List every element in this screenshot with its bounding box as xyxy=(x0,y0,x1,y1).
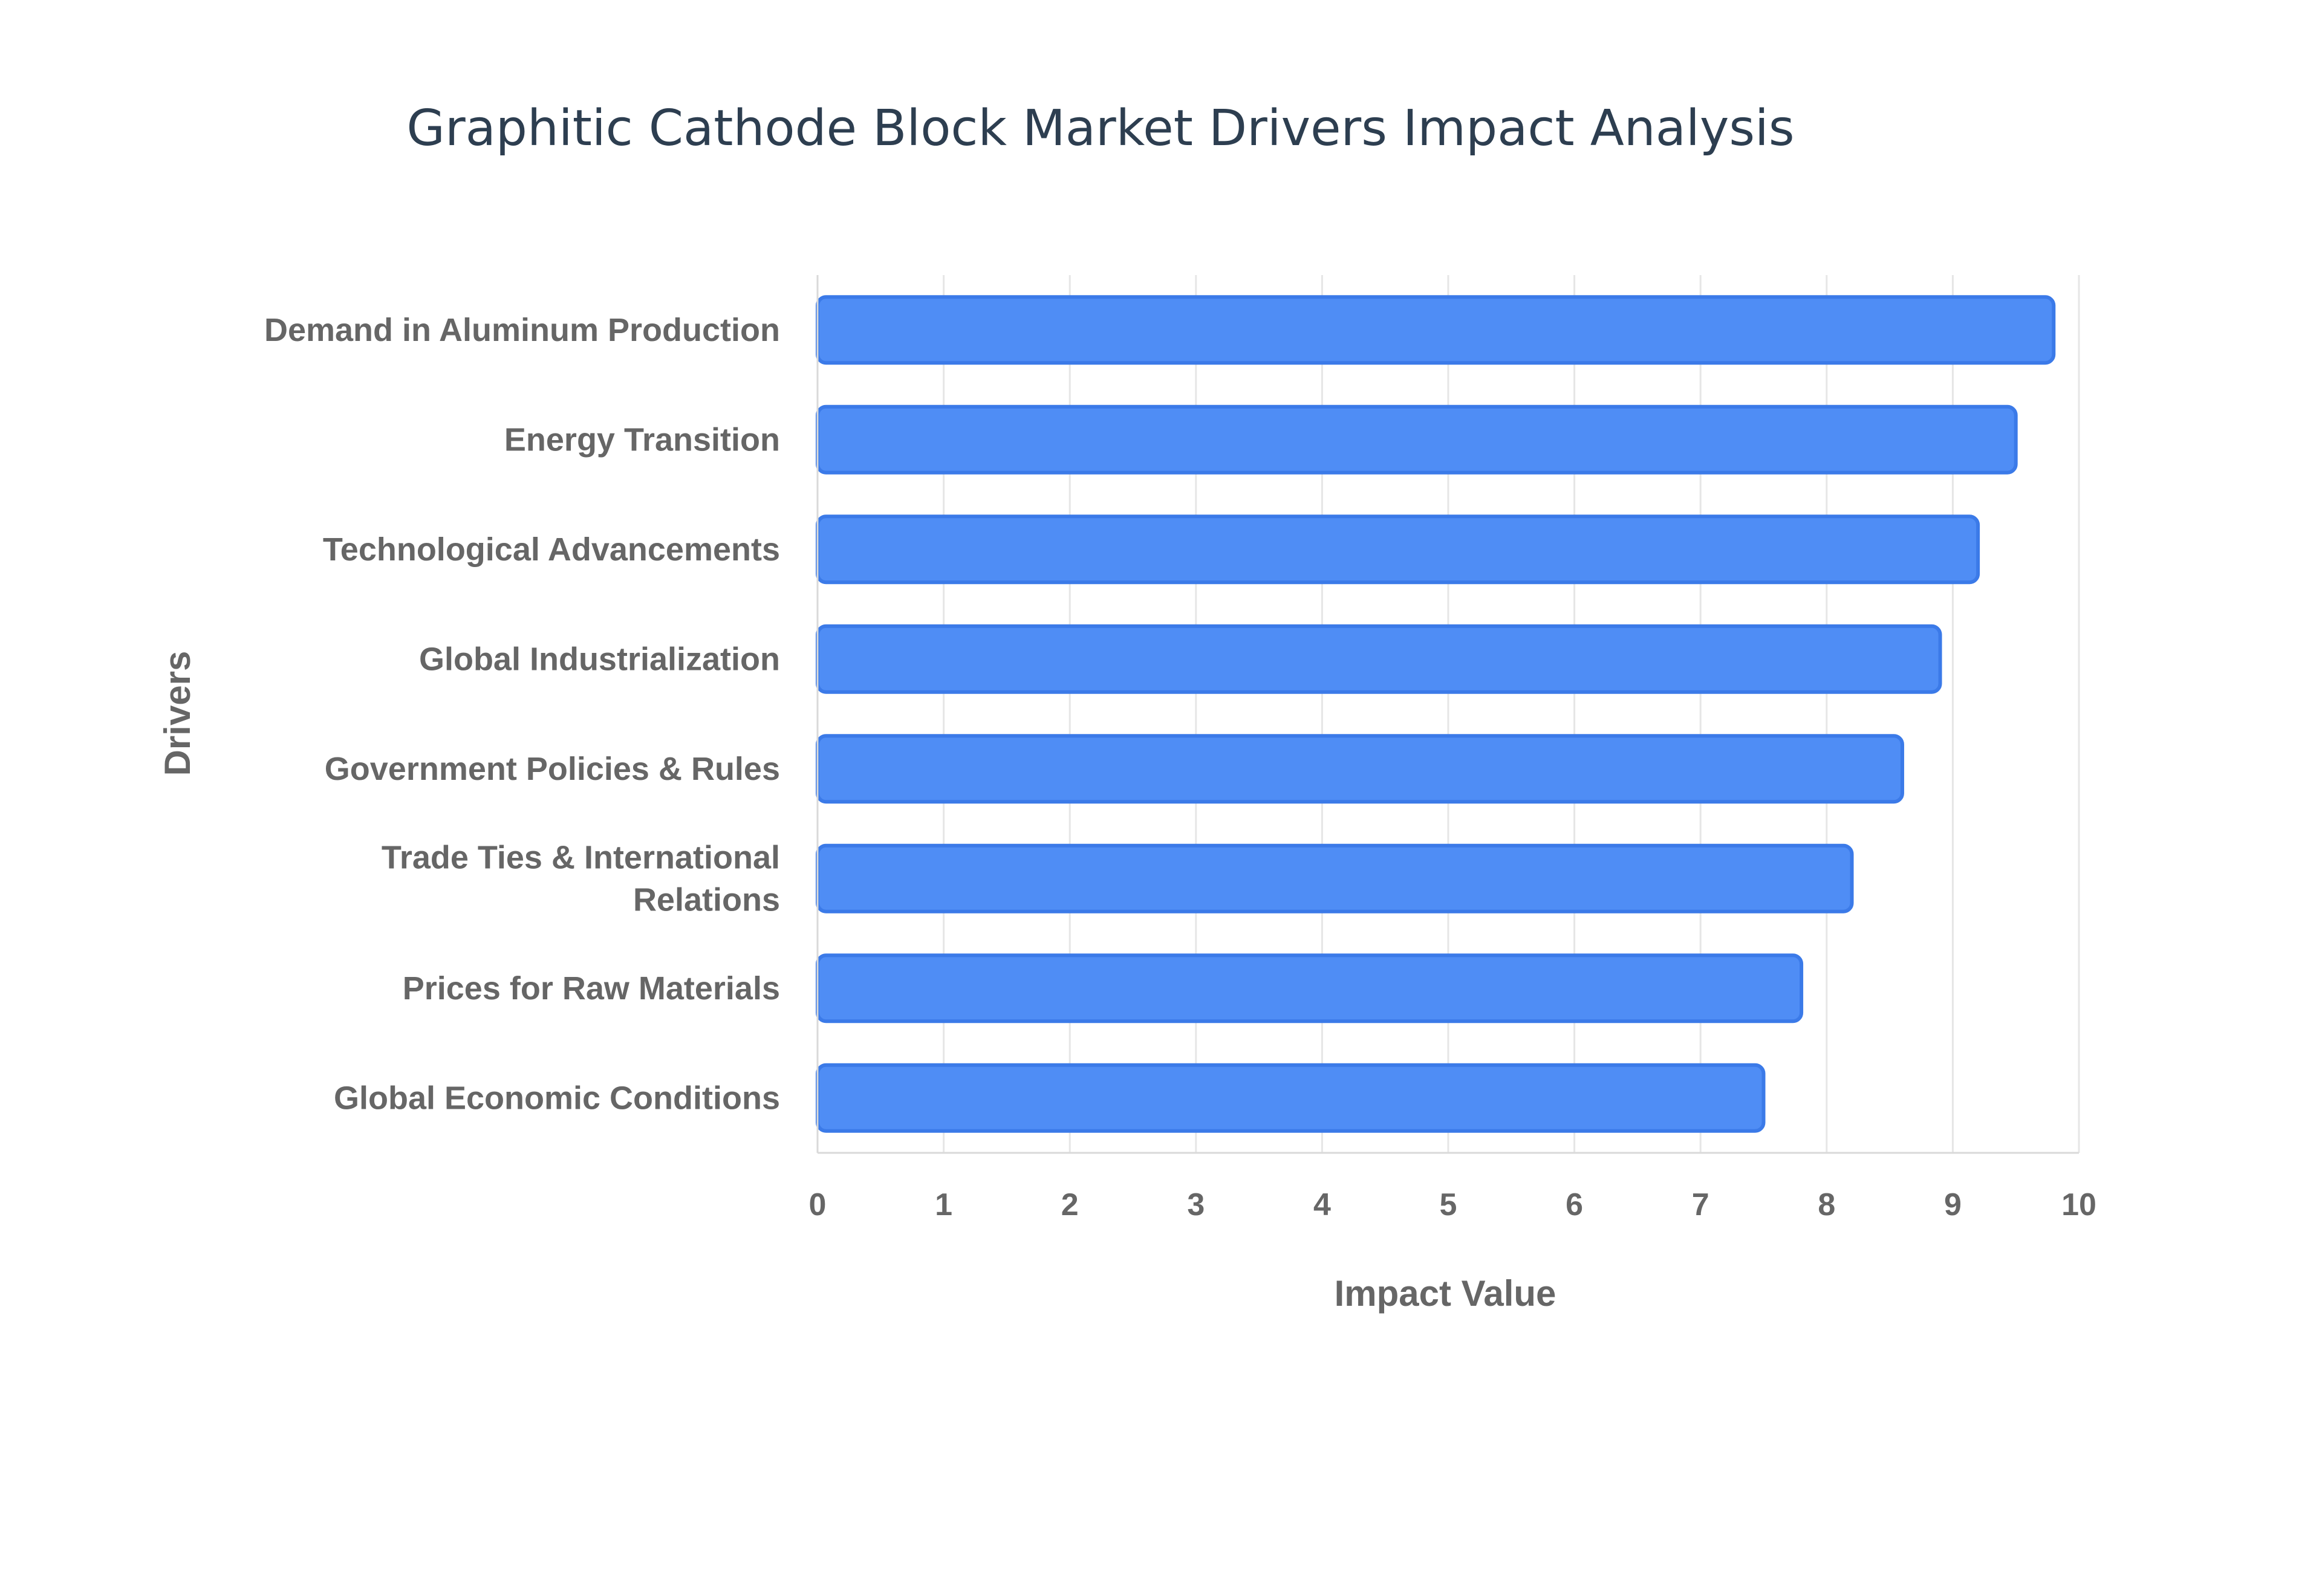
chart-title: Graphitic Cathode Block Market Drivers I… xyxy=(406,100,1794,157)
x-tick-label: 6 xyxy=(1566,1187,1583,1222)
x-tick-label: 9 xyxy=(1944,1187,1962,1222)
y-category-label: Technological Advancements xyxy=(323,531,780,568)
label-layer: 0 1 2 3 4 5 6 7 8 9 10 Demand in Aluminum Productio… xyxy=(264,312,2096,1222)
x-tick-label: 8 xyxy=(1818,1187,1835,1222)
y-category-label: Global Economic Conditions xyxy=(334,1080,780,1116)
x-tick-label: 7 xyxy=(1692,1187,1709,1222)
y-category-label: Prices for Raw Materials xyxy=(403,970,780,1007)
y-category-label: Global Industrialization xyxy=(419,641,780,677)
bar[interactable] xyxy=(816,843,1854,913)
y-axis-title: Drivers xyxy=(157,651,198,776)
y-category-label: Energy Transition xyxy=(504,421,780,458)
axis-layer xyxy=(816,275,2079,1154)
x-tick-label: 4 xyxy=(1313,1187,1331,1222)
x-axis-title: Impact Value xyxy=(1335,1273,1556,1314)
bar-layer xyxy=(816,295,2056,1133)
y-category-label: Demand in Aluminum Production xyxy=(264,312,780,348)
bar[interactable] xyxy=(816,734,1904,804)
x-tick-label: 0 xyxy=(809,1187,827,1222)
bar[interactable] xyxy=(816,953,1804,1023)
y-category-label: Government Policies & Rules xyxy=(325,751,780,787)
x-tick-label: 2 xyxy=(1061,1187,1079,1222)
bar[interactable] xyxy=(816,1063,1766,1133)
y-category-label: Trade Ties & International Relations xyxy=(382,839,780,918)
bar[interactable] xyxy=(816,514,1980,585)
bar[interactable] xyxy=(816,295,2056,365)
bar[interactable] xyxy=(816,624,1942,694)
bar[interactable] xyxy=(816,404,2018,475)
x-tick-label: 10 xyxy=(2061,1187,2096,1222)
x-tick-label: 1 xyxy=(935,1187,952,1222)
x-tick-label: 5 xyxy=(1440,1187,1457,1222)
x-tick-label: 3 xyxy=(1187,1187,1205,1222)
